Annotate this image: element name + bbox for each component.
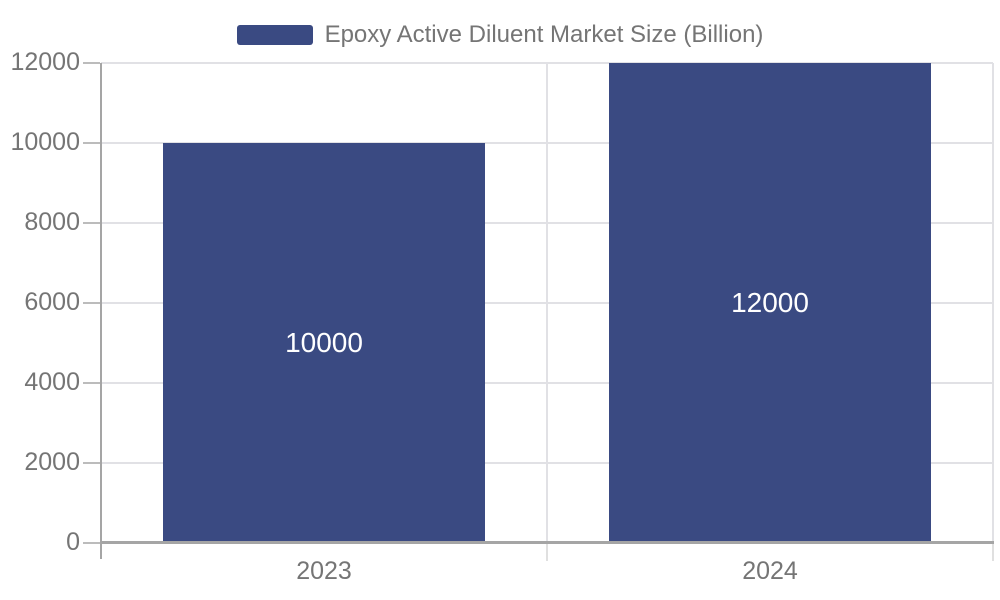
y-axis-label: 4000: [24, 367, 80, 396]
y-axis-label: 0: [66, 527, 80, 556]
legend[interactable]: Epoxy Active Diluent Market Size (Billio…: [0, 15, 1000, 55]
x-axis-line: [100, 541, 994, 544]
bar-2024[interactable]: [609, 63, 931, 542]
y-axis-label: 10000: [10, 127, 80, 156]
x-axis-label: 2024: [742, 557, 798, 585]
x-axis-tick: [546, 543, 548, 561]
bar-2023[interactable]: [163, 143, 485, 542]
y-axis-tick: [83, 302, 100, 304]
y-axis-tick: [83, 542, 100, 544]
legend-swatch: [236, 25, 313, 45]
x-gridline: [546, 63, 548, 543]
y-axis-tick: [83, 222, 100, 224]
y-axis-label: 6000: [24, 287, 80, 316]
x-axis-tick: [992, 543, 994, 561]
y-axis-label: 12000: [10, 47, 80, 76]
bar-value-label: 10000: [285, 327, 363, 358]
bar-value-label: 12000: [731, 287, 809, 318]
x-gridline: [992, 63, 994, 543]
y-axis-label: 8000: [24, 207, 80, 236]
y-axis-tick: [83, 462, 100, 464]
y-axis-tick: [83, 62, 100, 64]
y-axis-tick: [83, 142, 100, 144]
legend-label: Epoxy Active Diluent Market Size (Billio…: [324, 21, 764, 48]
y-axis-label: 2000: [24, 447, 80, 476]
y-axis-line: [100, 63, 102, 559]
y-axis-tick: [83, 382, 100, 384]
x-axis-label: 2023: [296, 557, 352, 585]
